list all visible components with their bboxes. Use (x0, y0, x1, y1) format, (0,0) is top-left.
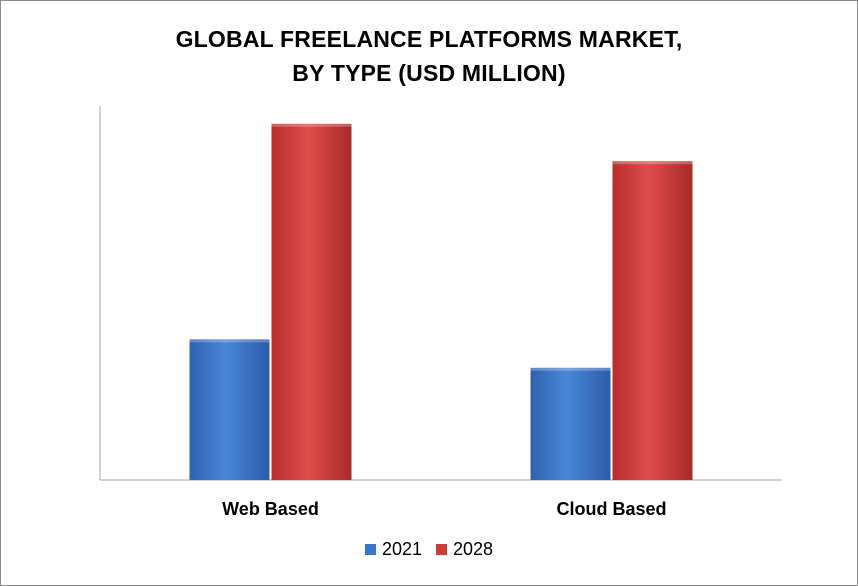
legend-swatch-2021 (364, 544, 376, 555)
x-tick-label: Web Based (222, 499, 319, 519)
legend: 2021 2028 (0, 539, 858, 560)
legend-label-2021: 2021 (381, 539, 422, 559)
legend-swatch-2028 (436, 544, 447, 555)
x-tick-labels: Web Based Cloud Based (222, 499, 666, 519)
x-tick-label: Cloud Based (556, 499, 666, 519)
chart-title-line1: GLOBAL FREELANCE PLATFORMS MARKET, (175, 26, 683, 52)
bar-web-based-2021 (189, 339, 270, 480)
chart-title: GLOBAL FREELANCE PLATFORMS MARKET, BY TY… (0, 22, 858, 90)
bar-cloud-based-2021 (530, 367, 611, 480)
bar-highlight (189, 339, 270, 343)
bar-web-based-2028 (271, 123, 352, 481)
bar-highlight (530, 367, 611, 371)
legend-item-2021: 2021 (364, 539, 422, 560)
chart-subtitle: BY TYPE (USD MILLION) (292, 60, 566, 86)
bar-group (189, 123, 693, 481)
bar-cloud-based-2028 (612, 161, 693, 480)
legend-label-2028: 2028 (453, 539, 494, 559)
bar-highlight (612, 161, 693, 165)
bar-highlight (271, 123, 352, 127)
legend-item-2028: 2028 (436, 539, 493, 560)
